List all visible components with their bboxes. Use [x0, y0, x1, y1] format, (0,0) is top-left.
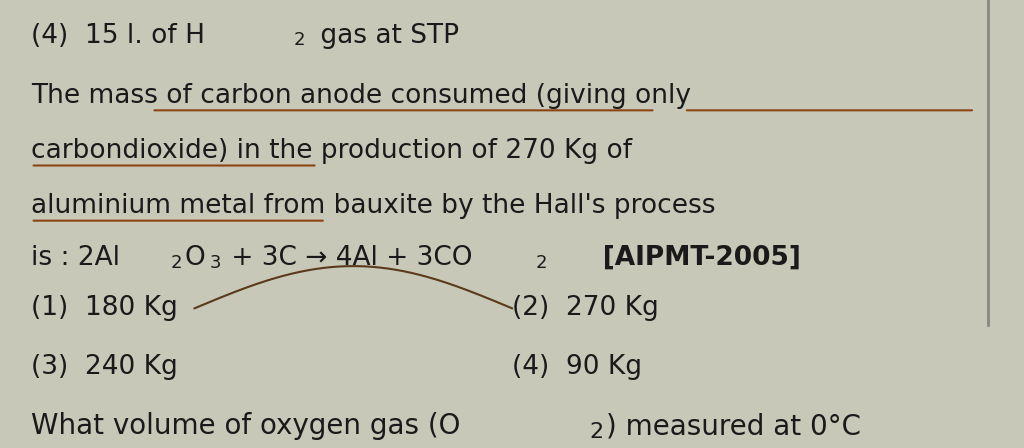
- Text: carbondioxide) in the production of 270 Kg of: carbondioxide) in the production of 270 …: [31, 138, 632, 164]
- Text: (2)  270 Kg: (2) 270 Kg: [512, 295, 658, 321]
- Text: (4)  15 l. of H: (4) 15 l. of H: [31, 23, 205, 49]
- Text: aluminium metal from bauxite by the Hall's process: aluminium metal from bauxite by the Hall…: [31, 193, 715, 219]
- Text: ) measured at 0°C: ) measured at 0°C: [606, 412, 861, 440]
- Text: 2: 2: [171, 254, 182, 272]
- Text: 2: 2: [536, 254, 547, 272]
- Text: The mass of carbon anode consumed (giving only: The mass of carbon anode consumed (givin…: [31, 83, 691, 109]
- Text: What volume of oxygen gas (O: What volume of oxygen gas (O: [31, 412, 460, 440]
- Text: (3)  240 Kg: (3) 240 Kg: [31, 354, 177, 380]
- Text: 3: 3: [210, 254, 221, 272]
- Text: [AIPMT-2005]: [AIPMT-2005]: [548, 245, 801, 271]
- Text: is : 2Al: is : 2Al: [31, 245, 120, 271]
- Text: 2: 2: [294, 31, 305, 49]
- Text: (1)  180 Kg: (1) 180 Kg: [31, 295, 177, 321]
- Text: (4)  90 Kg: (4) 90 Kg: [512, 354, 642, 380]
- Text: + 3C → 4Al + 3CO: + 3C → 4Al + 3CO: [223, 245, 473, 271]
- Text: O: O: [184, 245, 205, 271]
- Text: 2: 2: [590, 422, 604, 442]
- Text: gas at STP: gas at STP: [312, 23, 460, 49]
